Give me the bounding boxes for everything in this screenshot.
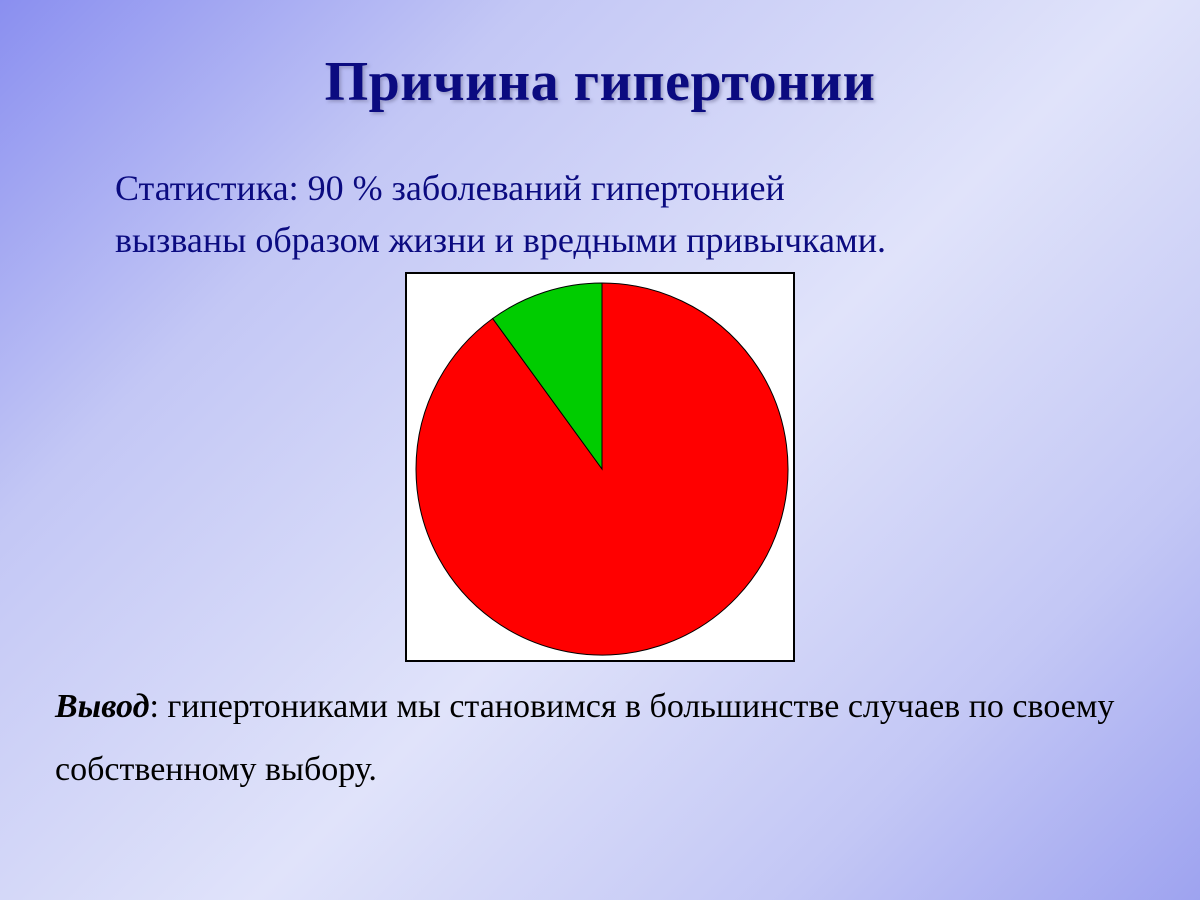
pie-chart-svg [407,274,797,664]
slide-title: Причина гипертонии [55,50,1145,114]
conclusion-text: : гипертониками мы становимся в большинс… [55,688,1114,788]
slide: Причина гипертонии Статистика: 90 % забо… [0,0,1200,900]
chart-container [55,272,1145,662]
conclusion-label: Вывод [55,688,149,725]
stat-line-1: Статистика: 90 % заболеваний гипертонией [115,168,785,208]
pie-chart-box [405,272,795,662]
stat-line-2: вызваны образом жизни и вредными привычк… [115,220,886,260]
statistics-text: Статистика: 90 % заболеваний гипертонией… [115,162,1105,266]
conclusion-paragraph: Вывод: гипертониками мы становимся в бол… [55,676,1145,802]
